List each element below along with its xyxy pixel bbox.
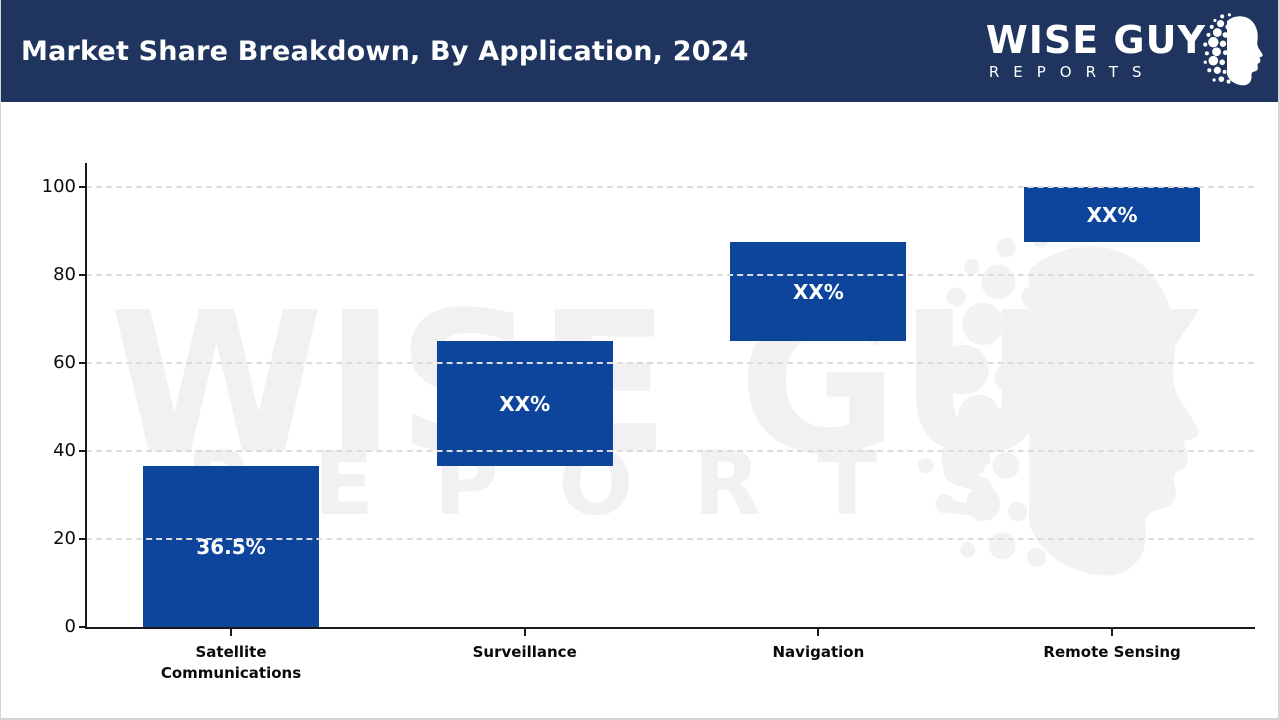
bar-surveillance: XX%: [436, 341, 613, 467]
y-tick-mark: [79, 274, 86, 276]
x-category-label-remote-sensing: Remote Sensing: [1043, 643, 1181, 661]
brand-logo-text: WISE GUY REPORTS: [986, 21, 1206, 81]
bar-value-label: XX%: [792, 279, 844, 304]
y-tick-label: 40: [53, 440, 76, 461]
x-category-label-navigation: Navigation: [772, 643, 865, 661]
y-tick-label: 0: [64, 616, 76, 637]
y-tick-label: 80: [53, 264, 76, 285]
page-title: Market Share Breakdown, By Application, …: [21, 35, 749, 67]
head-profile-icon: [1203, 13, 1263, 86]
brand-subtext: REPORTS: [988, 63, 1156, 81]
y-tick-mark: [79, 362, 86, 364]
bar-value-label: XX%: [499, 391, 551, 416]
x-tick-mark: [1111, 629, 1114, 636]
brand-wordmark: WISE GUY: [985, 18, 1206, 62]
y-tick-label: 20: [53, 528, 76, 549]
gridline-60: [86, 362, 1254, 364]
chart-area: WISE GUY REPORTS 36.5% XX% XX% XX% 0 20 40 60 80…: [1, 102, 1278, 718]
plot: 36.5% XX% XX% XX% 0 20 40 60 80 100 Satellite Comm…: [1, 102, 1278, 718]
y-tick-label: 60: [53, 352, 76, 373]
x-category-label-surveillance: Surveillance: [472, 643, 577, 661]
bar-value-label: XX%: [1086, 202, 1138, 227]
x-category-label-satellite-communications: Satellite Communications: [160, 643, 302, 682]
y-tick-label: 100: [41, 176, 76, 197]
x-tick-mark: [817, 629, 820, 636]
gridline-80: [86, 274, 1254, 276]
bar-remote-sensing: XX%: [1024, 187, 1201, 242]
gridline-20: [86, 538, 1254, 540]
y-axis: [85, 163, 87, 629]
brand-logo: WISE GUY REPORTS: [986, 7, 1264, 95]
x-tick-mark: [230, 629, 232, 636]
header-banner: Market Share Breakdown, By Application, …: [1, 0, 1278, 102]
y-tick-mark: [79, 626, 86, 628]
bar-navigation: XX%: [730, 242, 907, 341]
y-tick-mark: [79, 186, 86, 188]
y-tick-mark: [79, 538, 86, 540]
gridline-40: [86, 450, 1254, 452]
gridline-100: [86, 186, 1254, 188]
x-axis: [85, 627, 1255, 629]
x-tick-mark: [523, 629, 526, 636]
bar-satellite-communications: 36.5%: [143, 466, 319, 627]
y-tick-mark: [79, 450, 86, 452]
